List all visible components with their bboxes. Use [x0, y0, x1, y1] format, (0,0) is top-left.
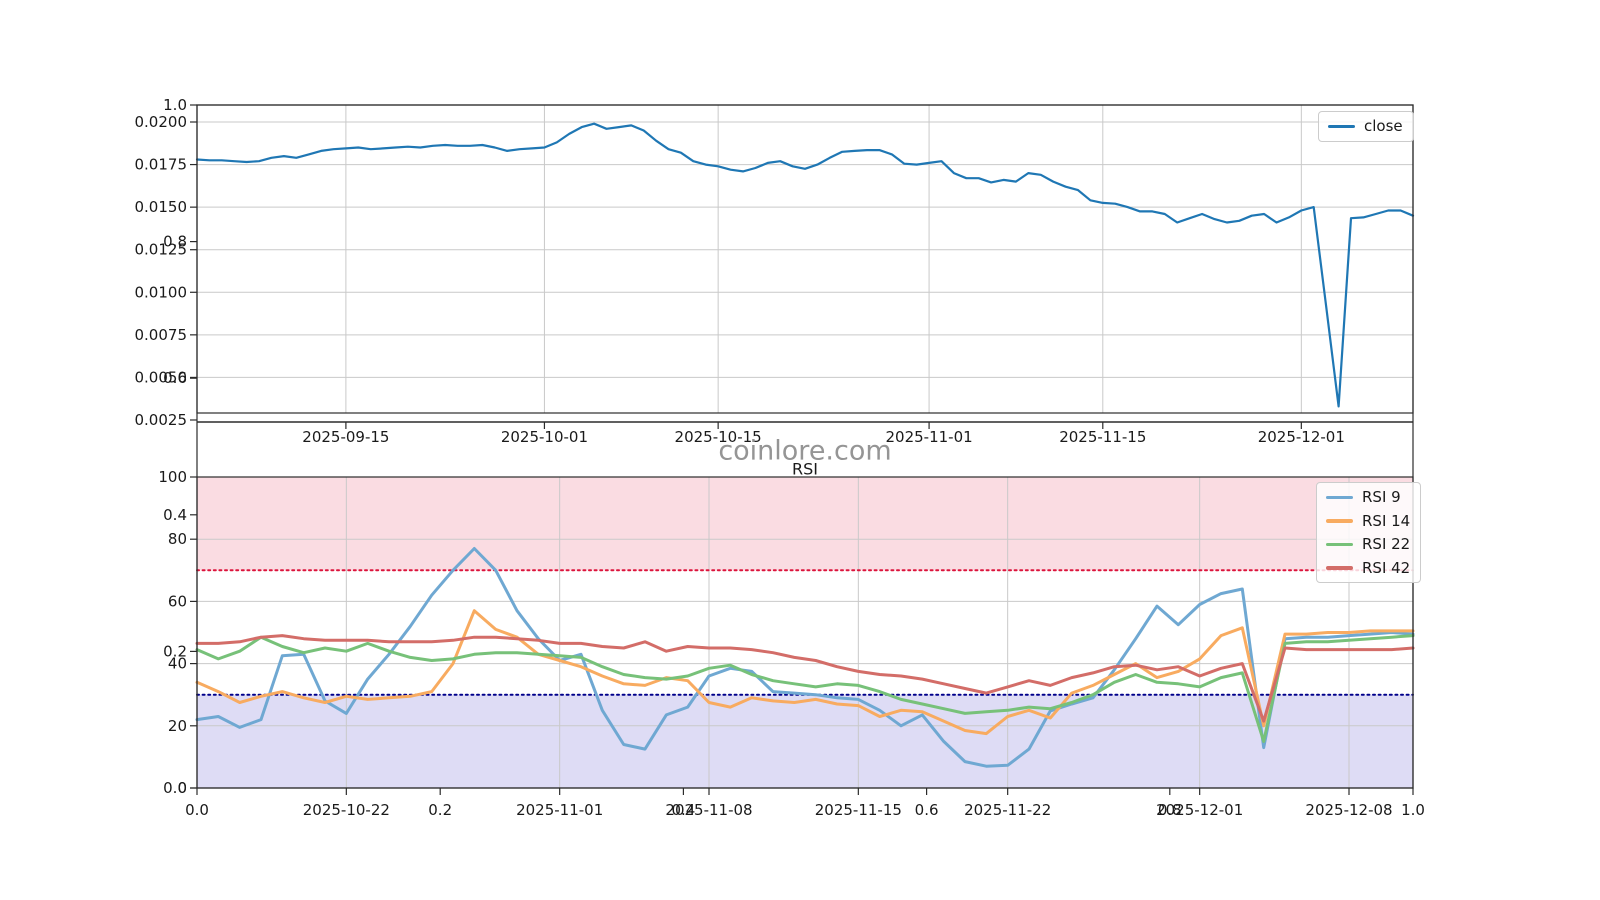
- svg-text:2025-10-15: 2025-10-15: [675, 428, 762, 446]
- close-legend-label: close: [1364, 117, 1403, 135]
- svg-text:40: 40: [168, 655, 187, 673]
- rsi42-legend-label: RSI 42: [1362, 558, 1411, 577]
- rsi9-line-sample: [1326, 495, 1353, 499]
- svg-text:1.0: 1.0: [1401, 801, 1425, 819]
- rsi-legend: RSI 9 RSI 14 RSI 22 RSI 42: [1316, 482, 1422, 583]
- svg-text:0.0025: 0.0025: [135, 411, 188, 429]
- svg-text:0.0150: 0.0150: [135, 198, 188, 216]
- svg-text:2025-10-22: 2025-10-22: [303, 801, 390, 819]
- rsi-plot: [195, 547, 1415, 768]
- svg-text:2025-12-01: 2025-12-01: [1156, 801, 1243, 819]
- rsi22-line-sample: [1326, 542, 1353, 546]
- svg-text:0.4: 0.4: [163, 506, 187, 524]
- svg-text:0.2: 0.2: [163, 642, 187, 660]
- rsi9-legend-label: RSI 9: [1362, 488, 1401, 506]
- axes-spines: [196, 104, 1414, 789]
- svg-text:0.0050: 0.0050: [135, 368, 188, 386]
- legend-row-rsi9: RSI 9: [1326, 489, 1410, 506]
- svg-text:2025-11-15: 2025-11-15: [815, 801, 902, 819]
- svg-text:0.0175: 0.0175: [135, 156, 188, 174]
- svg-text:2025-10-01: 2025-10-01: [501, 428, 588, 446]
- rsi42-line-sample: [1326, 566, 1353, 570]
- rsi22-series-line: [195, 634, 1415, 743]
- close-line-sample: [1328, 124, 1355, 128]
- price-legend: close: [1318, 111, 1414, 142]
- svg-text:0.6: 0.6: [915, 801, 939, 819]
- svg-text:2025-11-01: 2025-11-01: [885, 428, 972, 446]
- gridlines: [197, 105, 1413, 788]
- svg-text:2025-09-15: 2025-09-15: [302, 428, 389, 446]
- legend-row-rsi42: RSI 42: [1326, 558, 1411, 577]
- svg-text:0.8: 0.8: [1158, 801, 1182, 819]
- rsi14-line-sample: [1326, 519, 1353, 523]
- rsi-bands: [197, 477, 1413, 788]
- svg-text:0.0200: 0.0200: [135, 113, 188, 131]
- svg-text:20: 20: [168, 717, 187, 735]
- legend-row-close: close: [1328, 118, 1403, 135]
- rsi22-legend-label: RSI 22: [1362, 535, 1411, 553]
- svg-text:2025-11-22: 2025-11-22: [964, 801, 1051, 819]
- svg-text:0.4: 0.4: [671, 801, 695, 819]
- svg-text:2025-11-01: 2025-11-01: [516, 801, 603, 819]
- svg-text:0.8: 0.8: [163, 233, 187, 251]
- rsi14-legend-label: RSI 14: [1362, 511, 1411, 530]
- svg-text:0.6: 0.6: [163, 369, 187, 387]
- svg-text:1.0: 1.0: [163, 96, 187, 114]
- svg-text:0.0: 0.0: [163, 779, 187, 797]
- tick-labels: 0.02000.01750.01500.01250.01000.00750.00…: [135, 113, 1393, 819]
- svg-text:0.0100: 0.0100: [135, 283, 188, 301]
- price-plot: [195, 122, 1415, 408]
- svg-text:80: 80: [168, 530, 187, 548]
- legend-row-rsi22: RSI 22: [1326, 536, 1410, 553]
- svg-text:0.0075: 0.0075: [135, 326, 188, 344]
- close-series-line: [195, 122, 1415, 408]
- svg-text:0.0125: 0.0125: [135, 241, 188, 259]
- svg-text:2025-12-08: 2025-12-08: [1305, 801, 1392, 819]
- svg-text:0.0: 0.0: [185, 801, 209, 819]
- svg-text:0: 0: [177, 779, 187, 797]
- svg-text:2025-11-08: 2025-11-08: [665, 801, 752, 819]
- svg-text:100: 100: [158, 468, 187, 486]
- figure-axis-ticks: 1.0 0.8 0.6 0.4 0.2 0.0 0.0 0.2 0.4 0.6 0.8 1.0: [163, 96, 1425, 819]
- svg-text:0.2: 0.2: [428, 801, 452, 819]
- watermark: coinlore.com: [718, 435, 892, 467]
- rsi14-series-line: [195, 609, 1415, 736]
- rsi-threshold-lines: [196, 569, 1414, 696]
- svg-text:60: 60: [168, 592, 187, 610]
- rsi42-series-line: [195, 634, 1415, 723]
- svg-text:2025-12-01: 2025-12-01: [1258, 428, 1345, 446]
- svg-text:2025-11-15: 2025-11-15: [1059, 428, 1146, 446]
- legend-row-rsi14: RSI 14: [1326, 511, 1411, 530]
- rsi-chart-title: RSI: [792, 459, 818, 479]
